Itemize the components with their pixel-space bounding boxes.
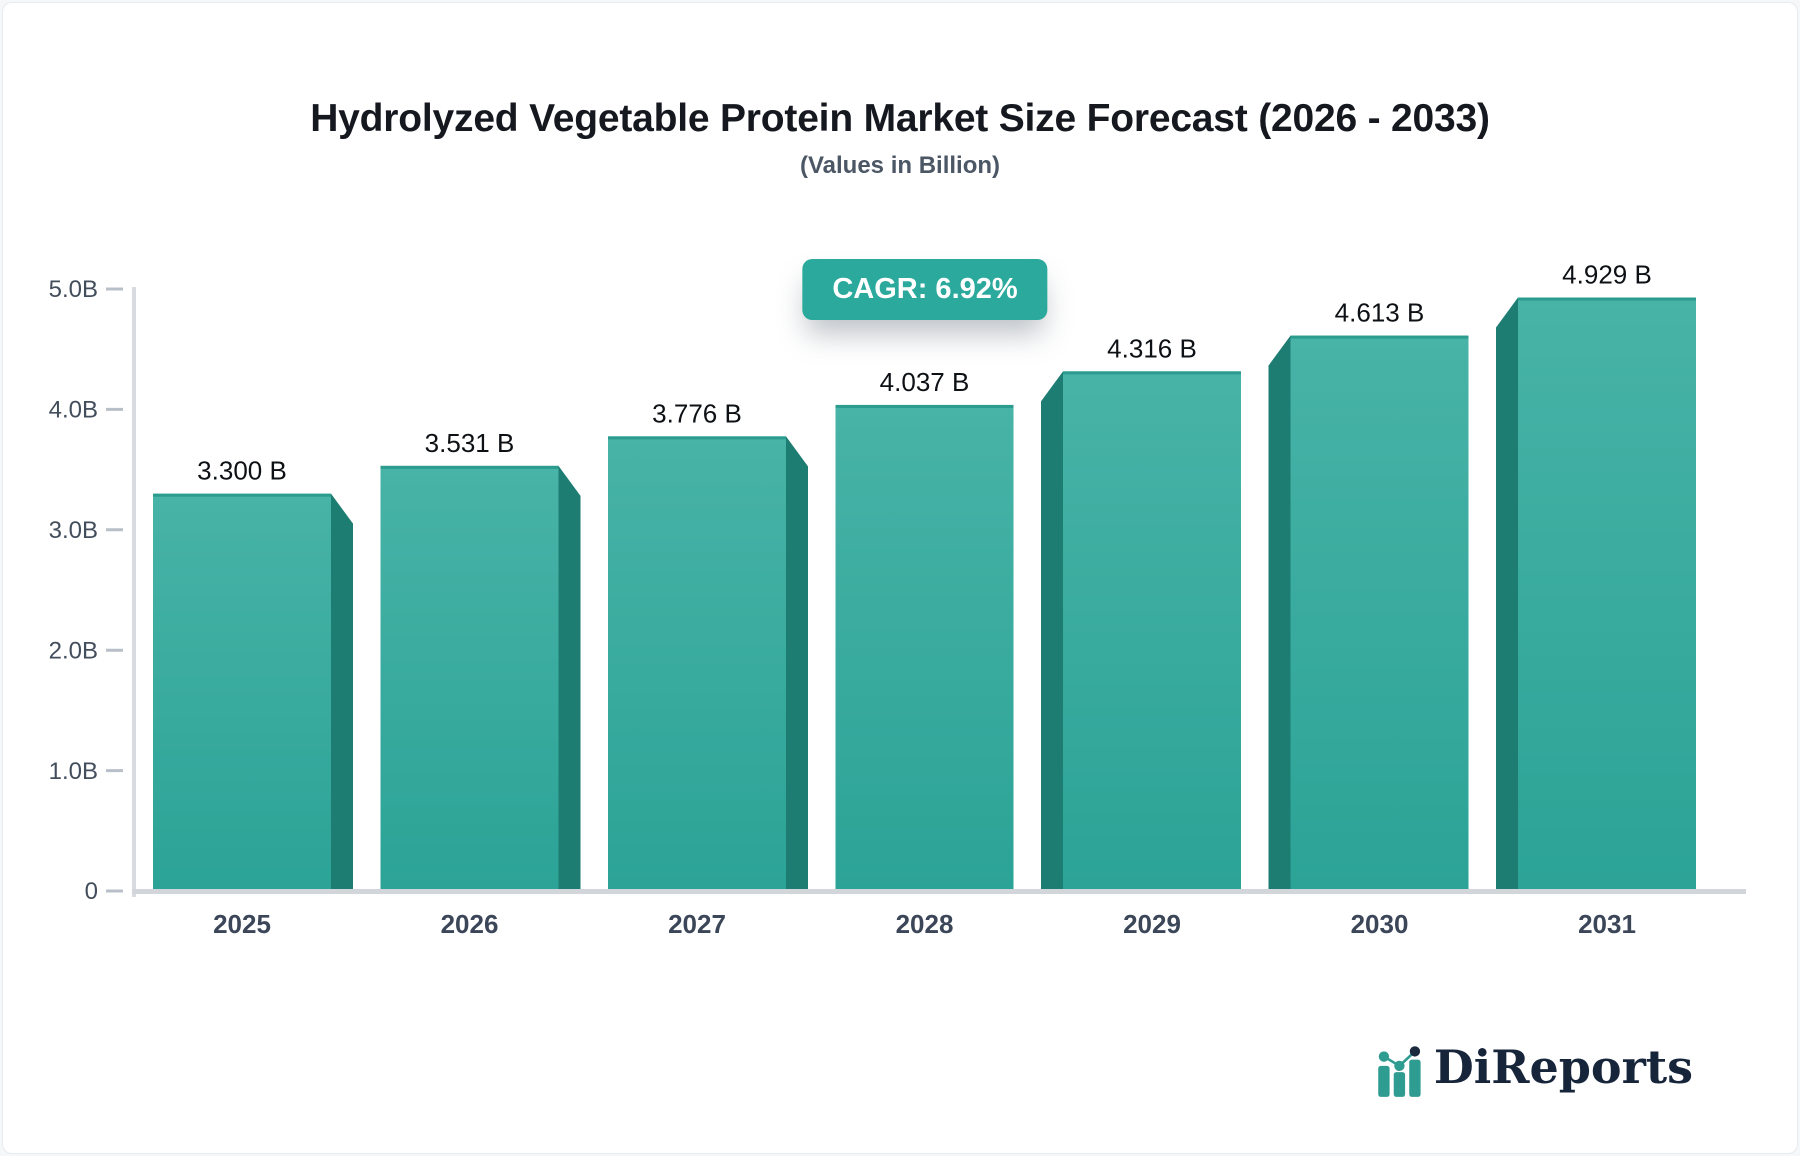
bar-side-face	[1496, 297, 1518, 889]
y-axis-line	[132, 287, 136, 897]
x-tick-label: 2027	[668, 909, 726, 939]
y-tick-label: 0	[85, 878, 98, 905]
bar-2027	[608, 436, 808, 889]
bar-side-face	[558, 465, 581, 889]
chart-subtitle: (Values in Billion)	[799, 152, 1001, 179]
y-tick-label: 5.0B	[49, 276, 98, 303]
bar-2030	[1268, 335, 1469, 889]
bar-top-edge	[153, 493, 331, 497]
chart-title: Hydrolyzed Vegetable Protein Market Size…	[310, 97, 1490, 140]
bar-top-edge	[380, 465, 559, 469]
bar-chart-trend-icon	[1378, 1046, 1421, 1097]
x-tick-label: 2028	[896, 909, 954, 939]
bar-front-face	[380, 465, 559, 889]
bar-front-face	[1518, 297, 1696, 889]
x-tick-label: 2025	[213, 909, 271, 939]
bar-top-edge	[608, 436, 786, 440]
x-axis-line	[132, 889, 1746, 894]
cagr-badge: CAGR: 6.92%	[802, 259, 1048, 320]
bar-2029	[1041, 371, 1241, 889]
y-tick-label: 1.0B	[49, 758, 98, 785]
bar-2031	[1496, 297, 1696, 889]
bar-side-face	[331, 493, 353, 889]
bar-front-face	[835, 404, 1014, 889]
bar-value-label: 3.300 B	[197, 456, 287, 486]
x-tick-label: 2030	[1351, 909, 1409, 939]
bar-front-face	[153, 493, 331, 889]
bar-front-face	[608, 436, 786, 889]
bar-side-face	[786, 436, 808, 889]
bar-top-edge	[1518, 297, 1696, 301]
bar-value-label: 4.037 B	[880, 367, 970, 397]
bar-top-edge	[1063, 371, 1241, 375]
x-tick-label: 2031	[1578, 909, 1636, 939]
brand-name: DiReports	[1433, 1040, 1693, 1094]
bar-value-label: 3.776 B	[652, 398, 742, 428]
bar-side-face	[1041, 371, 1063, 889]
bar-side-face	[1268, 335, 1291, 889]
bar-value-label: 4.929 B	[1562, 260, 1652, 290]
bar-top-edge	[835, 404, 1014, 408]
y-tick-label: 2.0B	[49, 637, 98, 664]
x-tick-label: 2029	[1123, 909, 1181, 939]
bar-front-face	[1290, 335, 1469, 889]
bar-value-label: 4.316 B	[1107, 333, 1197, 363]
bar-2028	[835, 404, 1014, 889]
x-tick-label: 2026	[441, 909, 499, 939]
bar-chart-plot: 5.0B 4.0B 3.0B 2.0B 1.0B 0 3.300 B 2025 3.531 B 2…	[49, 260, 1746, 939]
bar-value-label: 4.613 B	[1335, 298, 1425, 328]
y-tick-label: 3.0B	[49, 517, 98, 544]
bar-2026	[380, 465, 581, 889]
bar-2025	[153, 493, 353, 889]
y-tick-label: 4.0B	[49, 397, 98, 424]
bar-top-edge	[1290, 335, 1469, 339]
bar-front-face	[1063, 371, 1241, 889]
brand-logo: DiReports	[1378, 1039, 1693, 1101]
bar-value-label: 3.531 B	[425, 428, 515, 458]
